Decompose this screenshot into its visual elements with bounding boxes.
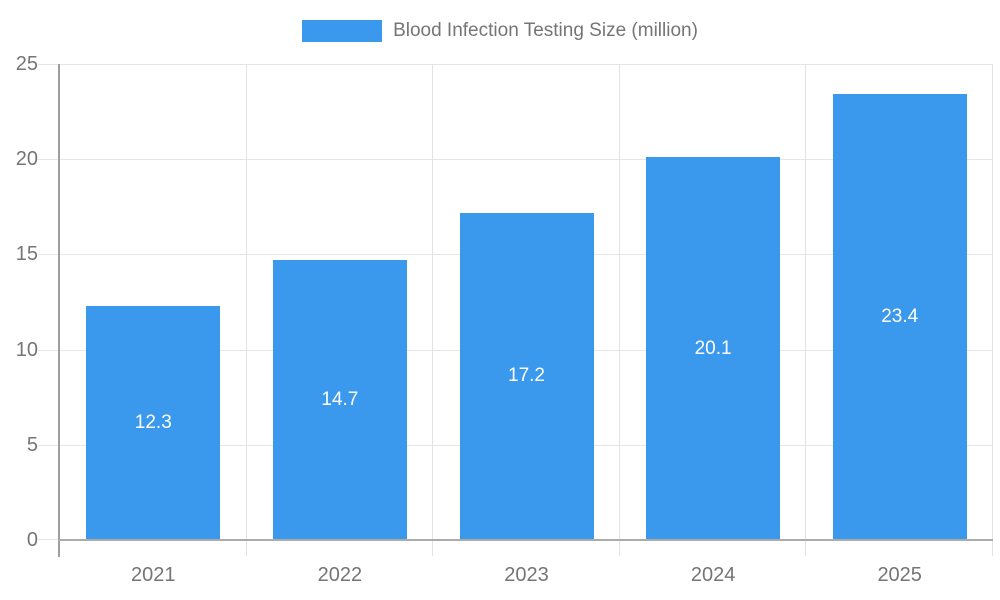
x-tick-label-2023: 2023 — [504, 564, 549, 586]
plot-area: 12.3 14.7 17.2 20.1 23.4 — [38, 64, 993, 556]
vertical-gridline — [619, 64, 620, 540]
x-tick-mark — [992, 540, 993, 556]
bar-value-label: 17.2 — [508, 365, 545, 387]
bar-2022[interactable]: 14.7 — [272, 260, 407, 540]
y-tick-mark — [38, 539, 60, 540]
bar-value-label: 14.7 — [321, 389, 359, 411]
horizontal-gridline — [38, 159, 993, 161]
x-tick-mark — [619, 540, 620, 556]
y-tick-label-20: 20 — [15, 148, 38, 171]
y-axis-line — [58, 64, 60, 557]
x-tick-mark — [246, 540, 247, 556]
legend-swatch — [302, 20, 383, 42]
vertical-gridline — [246, 64, 247, 540]
legend-item[interactable]: Blood Infection Testing Size (million) — [0, 17, 1000, 45]
x-tick-mark — [805, 540, 806, 556]
x-tick-mark — [432, 540, 433, 556]
bar-2025[interactable]: 23.4 — [832, 94, 967, 540]
legend-label: Blood Infection Testing Size (million) — [393, 20, 698, 41]
vertical-gridline — [805, 64, 806, 540]
x-tick-label-2025: 2025 — [877, 564, 922, 586]
bar-2021[interactable]: 12.3 — [86, 305, 221, 540]
y-tick-label-15: 15 — [15, 243, 38, 266]
x-tick-label-2024: 2024 — [690, 564, 736, 586]
bar-value-label: 20.1 — [694, 337, 732, 359]
horizontal-gridline — [38, 64, 993, 65]
bar-value-label: 23.4 — [881, 306, 919, 328]
x-axis-line — [58, 539, 993, 541]
y-tick-label-5: 5 — [26, 433, 38, 456]
bar-2024[interactable]: 20.1 — [646, 157, 781, 540]
y-tick-label-0: 0 — [26, 529, 38, 551]
vertical-gridline — [992, 64, 993, 540]
y-tick-label-10: 10 — [15, 338, 38, 361]
bar-2023[interactable]: 17.2 — [459, 212, 594, 540]
y-tick-label-25: 25 — [15, 53, 38, 75]
vertical-gridline — [432, 64, 433, 540]
x-tick-label-2022: 2022 — [317, 564, 363, 586]
bar-value-label: 12.3 — [134, 411, 172, 433]
x-tick-label-2021: 2021 — [131, 564, 176, 586]
